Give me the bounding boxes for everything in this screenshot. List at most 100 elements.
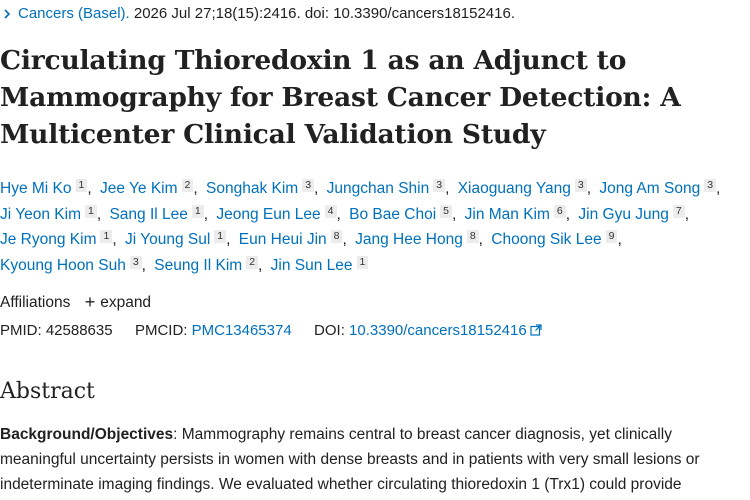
affiliation-number-button[interactable]: 3 (704, 179, 717, 192)
author-separator: , (336, 205, 341, 223)
affiliation-number-button[interactable]: 8 (466, 230, 479, 243)
pmcid-link[interactable]: PMC13465374 (191, 322, 292, 339)
affiliation-number-button[interactable]: 3 (433, 179, 446, 192)
author-item: Hye Mi Ko 1, (0, 179, 96, 197)
affiliation-number-button[interactable]: 4 (324, 204, 337, 218)
author-name-link[interactable]: Jeong Eun Lee (216, 205, 321, 223)
author-item: Jeong Eun Lee 4, (216, 204, 344, 223)
doi-value: 10.3390/cancers18152416 (349, 322, 527, 339)
author-name-link[interactable]: Jungchan Shin (326, 180, 430, 197)
author-name-link[interactable]: Songhak Kim (206, 180, 299, 197)
author-name-link[interactable]: Ji Yeon Kim (0, 205, 81, 223)
author-separator: , (87, 180, 92, 197)
author-separator: , (258, 256, 263, 274)
author-separator: , (565, 205, 571, 223)
author-name-link[interactable]: Choong Sik Lee (491, 231, 602, 248)
author-name-link[interactable]: Jee Ye Kim (99, 180, 178, 197)
doi-label: DOI: (314, 322, 345, 339)
author-name-link[interactable]: Kyoung Hoon Suh (0, 256, 126, 274)
author-separator: , (716, 180, 721, 197)
journal-link[interactable]: Cancers (Basel). (18, 5, 130, 22)
author-name-link[interactable]: Ji Young Sul (124, 231, 211, 248)
affiliation-number-button[interactable]: 1 (191, 204, 204, 218)
author-item: Jin Sun Lee 1 (270, 255, 369, 274)
author-separator: , (96, 205, 102, 223)
author-separator: , (684, 205, 690, 223)
author-separator: , (445, 180, 450, 197)
affiliation-number-button[interactable]: 3 (129, 255, 142, 269)
author-separator: , (478, 231, 483, 248)
affiliations-expand-button[interactable]: + expand (84, 292, 152, 312)
affiliation-number-button[interactable]: 8 (330, 230, 343, 243)
author-item: Jin Man Kim 6, (464, 204, 574, 223)
affiliations-label: Affiliations (0, 294, 71, 311)
author-item: Eun Heui Jin 8, (238, 230, 351, 248)
affiliation-number-button[interactable]: 1 (75, 179, 88, 192)
author-separator: , (452, 205, 457, 223)
affiliation-number-button[interactable]: 2 (246, 255, 259, 269)
author-name-link[interactable]: Jong Am Song (599, 180, 701, 197)
author-separator: , (141, 256, 146, 274)
expand-label: expand (100, 294, 152, 311)
abstract-text: Mammography remains central to breast ca… (0, 426, 700, 493)
pmid-label: PMID: (0, 322, 42, 339)
author-separator: , (226, 231, 231, 248)
abstract-heading: Abstract (0, 379, 95, 404)
affiliation-number-button[interactable]: 3 (574, 179, 587, 192)
affiliation-number-button[interactable]: 9 (605, 230, 618, 243)
author-name-link[interactable]: Bo Bae Choi (349, 205, 437, 223)
author-item: Ji Young Sul 1, (124, 230, 234, 248)
author-name-link[interactable]: Seung Il Kim (154, 256, 243, 274)
affiliation-number-button[interactable]: 2 (181, 179, 194, 192)
author-name-link[interactable]: Sang Il Lee (109, 205, 188, 223)
abstract-paragraph: Background/Objectives: Mammography remai… (0, 422, 750, 497)
author-separator: , (112, 231, 117, 248)
author-separator: , (617, 231, 622, 248)
article-title: Circulating Thioredoxin 1 as an Adjunct … (0, 45, 681, 150)
identifiers-row: PMID: 42588635 PMCID: PMC13465374 DOI: 1… (0, 321, 542, 341)
pmcid-label: PMCID: (134, 322, 188, 339)
doi-link[interactable]: 10.3390/cancers18152416 (349, 322, 542, 339)
external-link-icon (530, 324, 542, 336)
author-name-link[interactable]: Je Ryong Kim (0, 231, 97, 248)
pmid-value: 42588635 (45, 322, 113, 339)
affiliation-number-button[interactable]: 1 (356, 255, 369, 269)
author-item: Jungchan Shin 3, (326, 179, 454, 197)
author-name-link[interactable]: Eun Heui Jin (238, 231, 327, 248)
author-item: Jee Ye Kim 2, (99, 179, 202, 197)
affiliations-row: Affiliations + expand (0, 292, 151, 313)
author-item: Choong Sik Lee 9, (491, 230, 625, 248)
affiliation-number-button[interactable]: 1 (85, 204, 97, 218)
affiliation-number-button[interactable]: 1 (214, 230, 227, 243)
author-name-link[interactable]: Jin Man Kim (464, 205, 550, 223)
plus-icon: + (84, 292, 96, 312)
author-item: Sang Il Lee 1, (109, 204, 212, 223)
author-name-link[interactable]: Jin Sun Lee (270, 256, 353, 274)
author-list: Hye Mi Ko 1, Jee Ye Kim 2, Songhak Kim 3, J… (0, 176, 745, 278)
affiliation-number-button[interactable]: 3 (302, 179, 315, 192)
author-separator: , (193, 180, 198, 197)
citation-details: 2026 Jul 27;18(15):2416. doi: 10.3390/ca… (133, 5, 516, 22)
author-separator: , (203, 205, 209, 223)
chevron-right-icon (4, 9, 11, 19)
author-item: Songhak Kim 3, (206, 179, 322, 197)
author-item: Jin Gyu Jung 7, (578, 204, 693, 223)
affiliation-number-button[interactable]: 6 (553, 204, 566, 218)
abstract-label-colon: : (173, 426, 178, 443)
affiliation-number-button[interactable]: 1 (100, 230, 113, 243)
author-separator: , (314, 180, 319, 197)
affiliation-number-button[interactable]: 5 (440, 204, 453, 218)
author-item: Je Ryong Kim 1, (0, 230, 121, 248)
author-name-link[interactable]: Hye Mi Ko (0, 180, 72, 197)
abstract-section-label: Background/Objectives (0, 426, 174, 443)
author-item: Xiaoguang Yang 3, (457, 179, 595, 197)
author-item: Jang Hee Hong 8, (355, 230, 487, 248)
author-name-link[interactable]: Jin Gyu Jung (578, 205, 669, 223)
author-name-link[interactable]: Xiaoguang Yang (457, 180, 571, 197)
affiliation-number-button[interactable]: 7 (672, 204, 685, 218)
author-item: Ji Yeon Kim 1, (0, 204, 105, 223)
author-separator: , (586, 180, 592, 197)
author-item: Jong Am Song 3, (599, 179, 724, 197)
author-name-link[interactable]: Jang Hee Hong (355, 231, 463, 248)
